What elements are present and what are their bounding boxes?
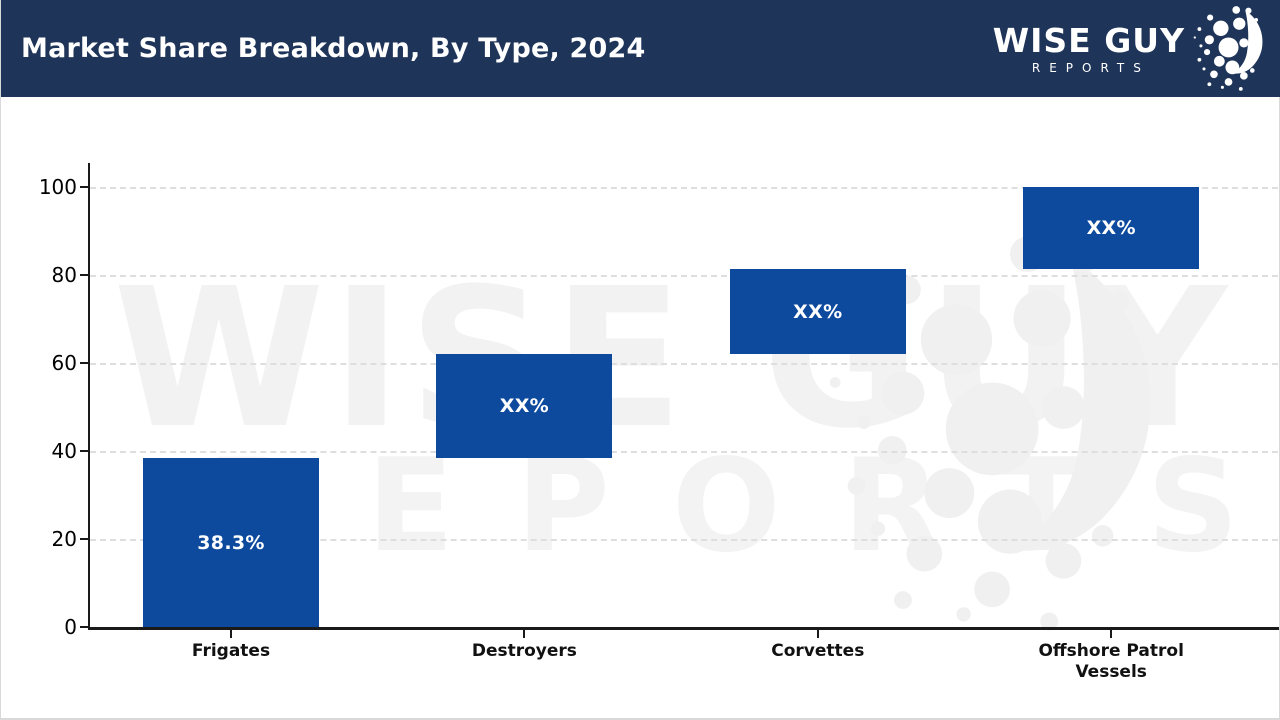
gridline-y-20 — [90, 539, 1278, 541]
x-tick-mark — [523, 630, 526, 638]
gridline-y-80 — [90, 275, 1278, 277]
chart-title: Market Share Breakdown, By Type, 2024 — [21, 33, 646, 64]
y-tick-mark — [80, 274, 88, 276]
bar-destroyers: XX% — [436, 354, 613, 459]
logo-subtext: REPORTS — [1031, 60, 1150, 75]
x-axis-spine — [88, 627, 1279, 630]
y-tick-mark — [80, 186, 88, 188]
y-tick-mark — [80, 626, 88, 628]
x-tick-mark — [816, 630, 819, 638]
gridline-y-100 — [90, 187, 1278, 189]
logo-dotted-head-icon — [1193, 5, 1263, 91]
header-bar: Market Share Breakdown, By Type, 2024 WI… — [1, 0, 1280, 97]
bar-offshore-patrol-vessels: XX% — [1023, 187, 1200, 269]
x-category-label: Destroyers — [471, 641, 577, 661]
y-tick-mark — [80, 450, 88, 452]
bar-value-label: XX% — [499, 395, 550, 418]
bar-value-label: XX% — [1086, 216, 1136, 239]
y-tick-label: 40 — [51, 439, 77, 463]
logo-wordmark: WISE GUY — [992, 20, 1185, 60]
x-category-label: Corvettes — [771, 641, 865, 661]
y-tick-label: 20 — [51, 527, 77, 551]
bar-value-label: 38.3% — [197, 531, 265, 554]
bar-corvettes: XX% — [729, 268, 906, 355]
y-tick-label: 60 — [51, 351, 77, 375]
wise-guy-reports-logo: WISE GUY REPORTS — [993, 3, 1267, 95]
x-tick-mark — [230, 630, 232, 638]
gridline-y-60 — [90, 363, 1278, 365]
y-axis-spine — [88, 163, 90, 629]
gridline-y-40 — [90, 451, 1278, 453]
y-tick-label: 0 — [64, 615, 77, 639]
y-tick-mark — [80, 538, 88, 540]
bar-frigates: 38.3% — [143, 458, 319, 627]
y-tick-mark — [80, 362, 88, 364]
bar-value-label: XX% — [793, 300, 843, 323]
logo-text: WISE GUY REPORTS — [993, 24, 1185, 74]
x-category-label: Offshore Patrol Vessels — [1038, 641, 1184, 683]
y-tick-label: 100 — [38, 175, 77, 199]
x-category-label: Frigates — [191, 641, 271, 661]
y-tick-label: 80 — [51, 263, 77, 287]
x-tick-mark — [1110, 630, 1113, 638]
